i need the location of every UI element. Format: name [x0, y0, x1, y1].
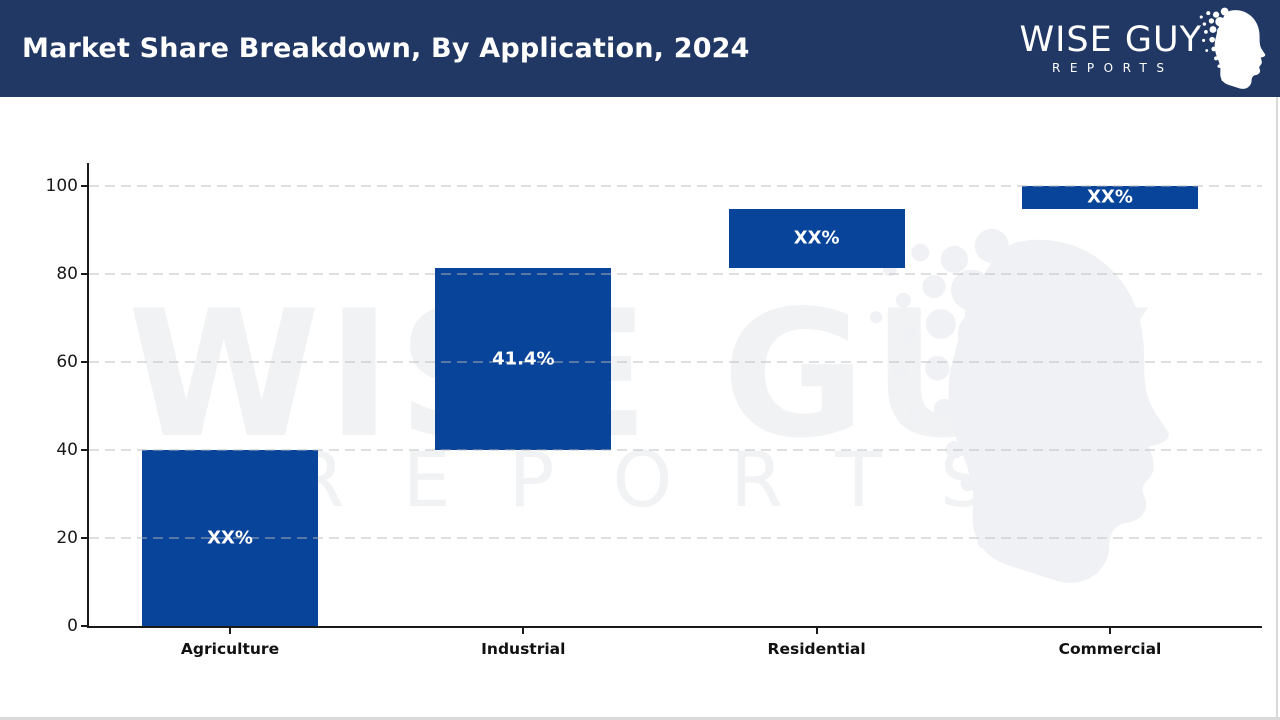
bar-residential — [728, 208, 905, 268]
frame-right-border — [1276, 97, 1278, 720]
y-axis-tick-label: 80 — [56, 264, 78, 284]
y-axis-tick-mark — [81, 625, 89, 627]
gridline-y20 — [89, 537, 1262, 539]
y-axis-tick-mark — [81, 449, 89, 451]
bar-value-label: 41.4% — [492, 348, 555, 370]
x-axis-category-label: Commercial — [1058, 640, 1162, 658]
gridline-y40 — [89, 449, 1262, 451]
x-axis-tick-mark — [522, 626, 525, 634]
bar-value-label: XX% — [1087, 186, 1133, 208]
y-axis-line — [87, 163, 90, 628]
x-axis-category-label: Industrial — [481, 640, 566, 658]
bar-value-label: XX% — [793, 227, 840, 249]
x-axis-line — [87, 626, 1262, 629]
y-axis-tick-label: 20 — [56, 528, 78, 548]
gridline-y100 — [89, 185, 1262, 187]
bar-value-label: XX% — [207, 527, 253, 549]
wiseguy-logo: WISE GUY REPORTS — [1019, 6, 1266, 92]
x-axis-tick-mark — [229, 626, 231, 634]
logo-line2: REPORTS — [1051, 60, 1174, 75]
y-axis-tick-label: 100 — [45, 176, 78, 196]
logo-line1: WISE GUY — [1019, 19, 1202, 60]
x-axis-tick-mark — [815, 626, 818, 634]
logo-wordmark: WISE GUY REPORTS — [1019, 19, 1202, 75]
y-axis-tick-mark — [81, 273, 89, 275]
gridline-y60 — [89, 361, 1262, 363]
bar-agriculture — [142, 450, 318, 626]
x-axis-category-label: Residential — [767, 640, 866, 658]
gridline-y80 — [89, 273, 1262, 275]
y-axis-tick-mark — [81, 185, 89, 187]
y-axis-tick-mark — [81, 537, 89, 539]
x-axis-tick-mark — [1109, 626, 1111, 634]
header-bar: Market Share Breakdown, By Application, … — [0, 0, 1280, 97]
y-axis-tick-label: 60 — [56, 352, 78, 372]
watermark-subtext: REPORTS — [291, 435, 1047, 524]
bar-commercial — [1022, 186, 1198, 209]
frame-bottom-border — [0, 717, 1280, 720]
x-axis-category-label: Agriculture — [180, 640, 280, 658]
y-axis-tick-mark — [81, 361, 89, 363]
y-axis-tick-label: 40 — [56, 440, 78, 460]
y-axis-tick-label: 0 — [67, 616, 78, 636]
watermark-face-icon — [832, 222, 1172, 596]
bar-industrial — [435, 267, 612, 450]
page-title: Market Share Breakdown, By Application, … — [22, 33, 750, 64]
